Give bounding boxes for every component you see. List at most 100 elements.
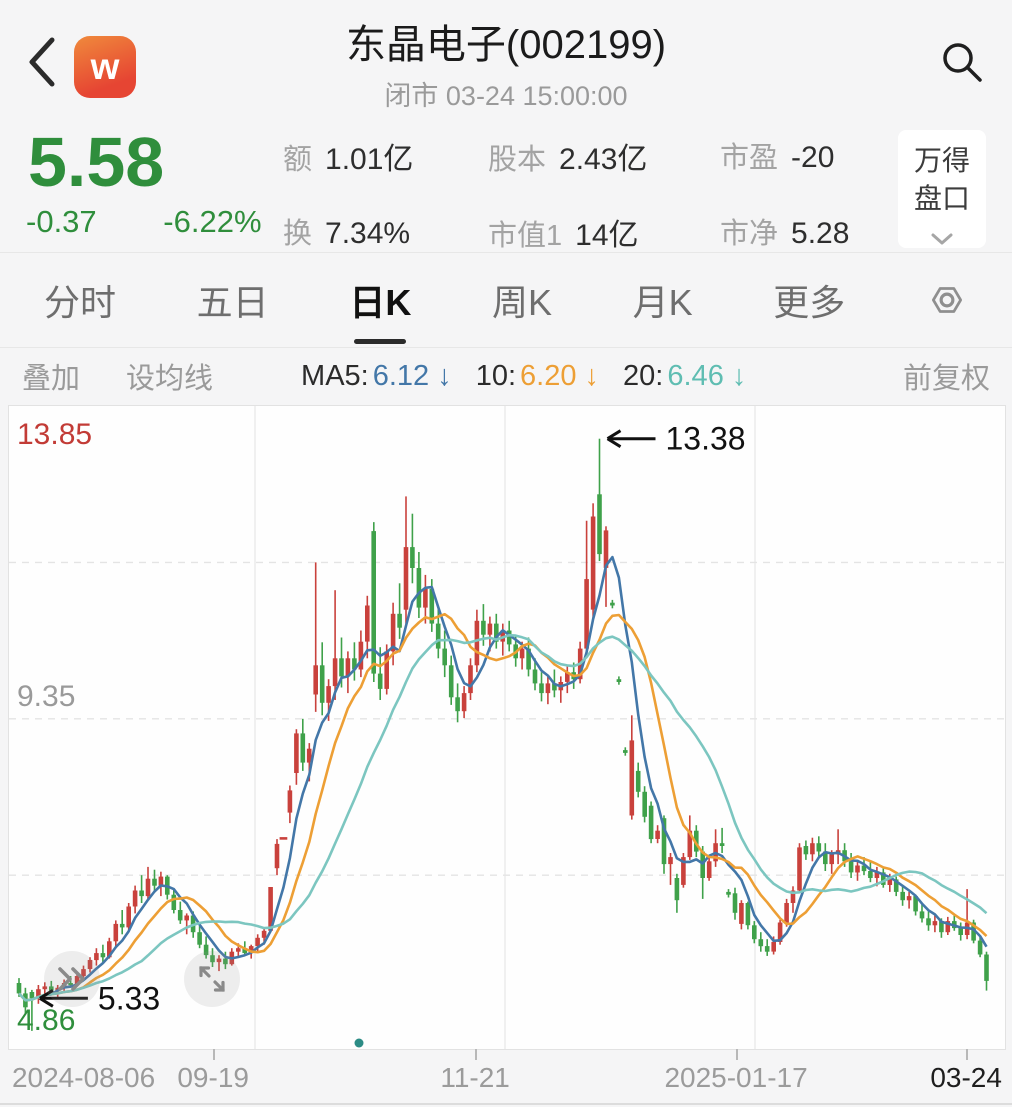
overlay-button[interactable]: 叠加 [22, 363, 81, 395]
x-axis-tick [213, 1049, 216, 1060]
candle-body [745, 903, 751, 926]
candle-body [668, 857, 673, 865]
x-axis-label: 11-21 [440, 1062, 510, 1093]
wind-order-book-button[interactable]: 万得 盘口 [898, 130, 986, 248]
candle-body [119, 923, 125, 928]
candle-body [500, 630, 505, 642]
price-change: -0.37 [26, 204, 97, 239]
candle-body [777, 922, 783, 942]
candle-body [629, 740, 635, 816]
tab-more[interactable]: 更多 [773, 282, 846, 323]
candle-body [274, 843, 280, 869]
quote-stats-grid: 额 1.01亿 股本 2.43亿 市盈 -20 换 7.34% 市值1 14亿 市净 5.2… [283, 134, 935, 254]
candlestick-chart[interactable]: 13.85 9.35 4.86 13.38 5.33 [8, 405, 1006, 1050]
candle-body [306, 748, 312, 763]
back-icon[interactable] [24, 36, 60, 88]
candle-body [984, 954, 989, 981]
candle-body [771, 941, 776, 952]
divider [0, 252, 1012, 253]
ma20-value: 6.46 ↓ [667, 359, 747, 392]
candle-body [300, 733, 306, 763]
candle-body [126, 906, 131, 928]
wind-logo[interactable]: w [74, 36, 136, 98]
ma5-value: 6.12 ↓ [372, 359, 452, 392]
candle-body [29, 992, 35, 999]
svg-text:13.38: 13.38 [666, 421, 746, 457]
candle-body [874, 872, 880, 878]
candle-body [345, 658, 351, 677]
candle-body [552, 683, 557, 691]
candle-body [661, 818, 667, 865]
candle-body [926, 918, 931, 926]
tab-daily-k[interactable]: 日K [349, 274, 411, 326]
ma10-line [18, 612, 988, 1002]
candle-body [429, 588, 435, 624]
candle-body [674, 878, 680, 901]
candle-body [87, 960, 93, 969]
expand-button[interactable] [184, 951, 240, 1007]
candle-body [810, 843, 815, 855]
candle-body [74, 976, 80, 985]
candle-body [461, 693, 467, 712]
tab-five-day[interactable]: 五日 [196, 282, 269, 323]
candle-body [752, 925, 757, 940]
candle-body [758, 939, 764, 947]
x-axis-label: 03-24 [930, 1062, 1002, 1093]
fast-forward-button[interactable] [44, 951, 100, 1007]
market-status: 闭市 03-24 15:00:00 [384, 81, 628, 111]
search-icon[interactable] [938, 38, 986, 86]
candle-body [681, 857, 686, 885]
candle-body [319, 665, 325, 703]
x-axis-tick [475, 1049, 478, 1060]
candle-body [764, 946, 770, 952]
candle-body [410, 547, 415, 568]
price-change-row: -0.37 -6.22% [26, 204, 262, 240]
candle-body [384, 651, 389, 689]
tab-monthly-k[interactable]: 月K [632, 282, 693, 323]
candle-body [352, 658, 357, 670]
x-axis: 2024-08-06 09-19 11-21 2025-01-17 03-24 [8, 1049, 1004, 1101]
candle-body [623, 750, 628, 753]
candle-body [36, 989, 41, 999]
stat-shares: 股本 2.43亿 [488, 143, 648, 176]
x-axis-tick [966, 1049, 969, 1060]
set-ma-button[interactable]: 设均线 [126, 363, 214, 395]
candle-body [694, 830, 699, 852]
candle-body [506, 630, 512, 645]
candle-body [816, 843, 822, 852]
candle-body [223, 958, 228, 965]
candle-body [268, 887, 273, 931]
y-axis-label: 4.86 [17, 1004, 75, 1037]
expand-icon [199, 966, 225, 992]
candle-body [526, 648, 531, 670]
chart-settings-icon[interactable] [926, 279, 968, 321]
candle-body [358, 641, 364, 670]
candle-body [539, 683, 544, 694]
y-axis-label: 13.85 [17, 418, 92, 451]
adjust-mode-button[interactable]: 前复权 [902, 363, 990, 395]
candle-body [377, 673, 383, 689]
candle-body [532, 669, 538, 684]
candle-body [719, 843, 725, 846]
candle-body [171, 894, 177, 910]
divider [0, 347, 1012, 348]
candle-body [397, 613, 402, 628]
candle-body [242, 948, 247, 954]
ma20-label: 20: [623, 359, 664, 392]
candle-body [177, 910, 183, 921]
ma-toolbar: 叠加 设均线 MA5: 6.12 ↓ 10: 6.20 ↓ 20: 6.46 ↓… [0, 348, 1012, 404]
svg-text:5.33: 5.33 [98, 980, 160, 1016]
candle-body [435, 623, 441, 649]
ma20-line [18, 633, 988, 1002]
candle-body [365, 605, 370, 642]
tab-minute[interactable]: 分时 [44, 282, 117, 323]
candle-body [94, 953, 99, 961]
candle-body [216, 958, 222, 963]
candle-body [977, 940, 983, 955]
x-axis-label: 2024-08-06 [11, 1062, 156, 1093]
candle-body [687, 830, 693, 858]
candle-body [790, 890, 796, 903]
tab-weekly-k[interactable]: 周K [491, 282, 552, 323]
candle-body [261, 930, 267, 938]
